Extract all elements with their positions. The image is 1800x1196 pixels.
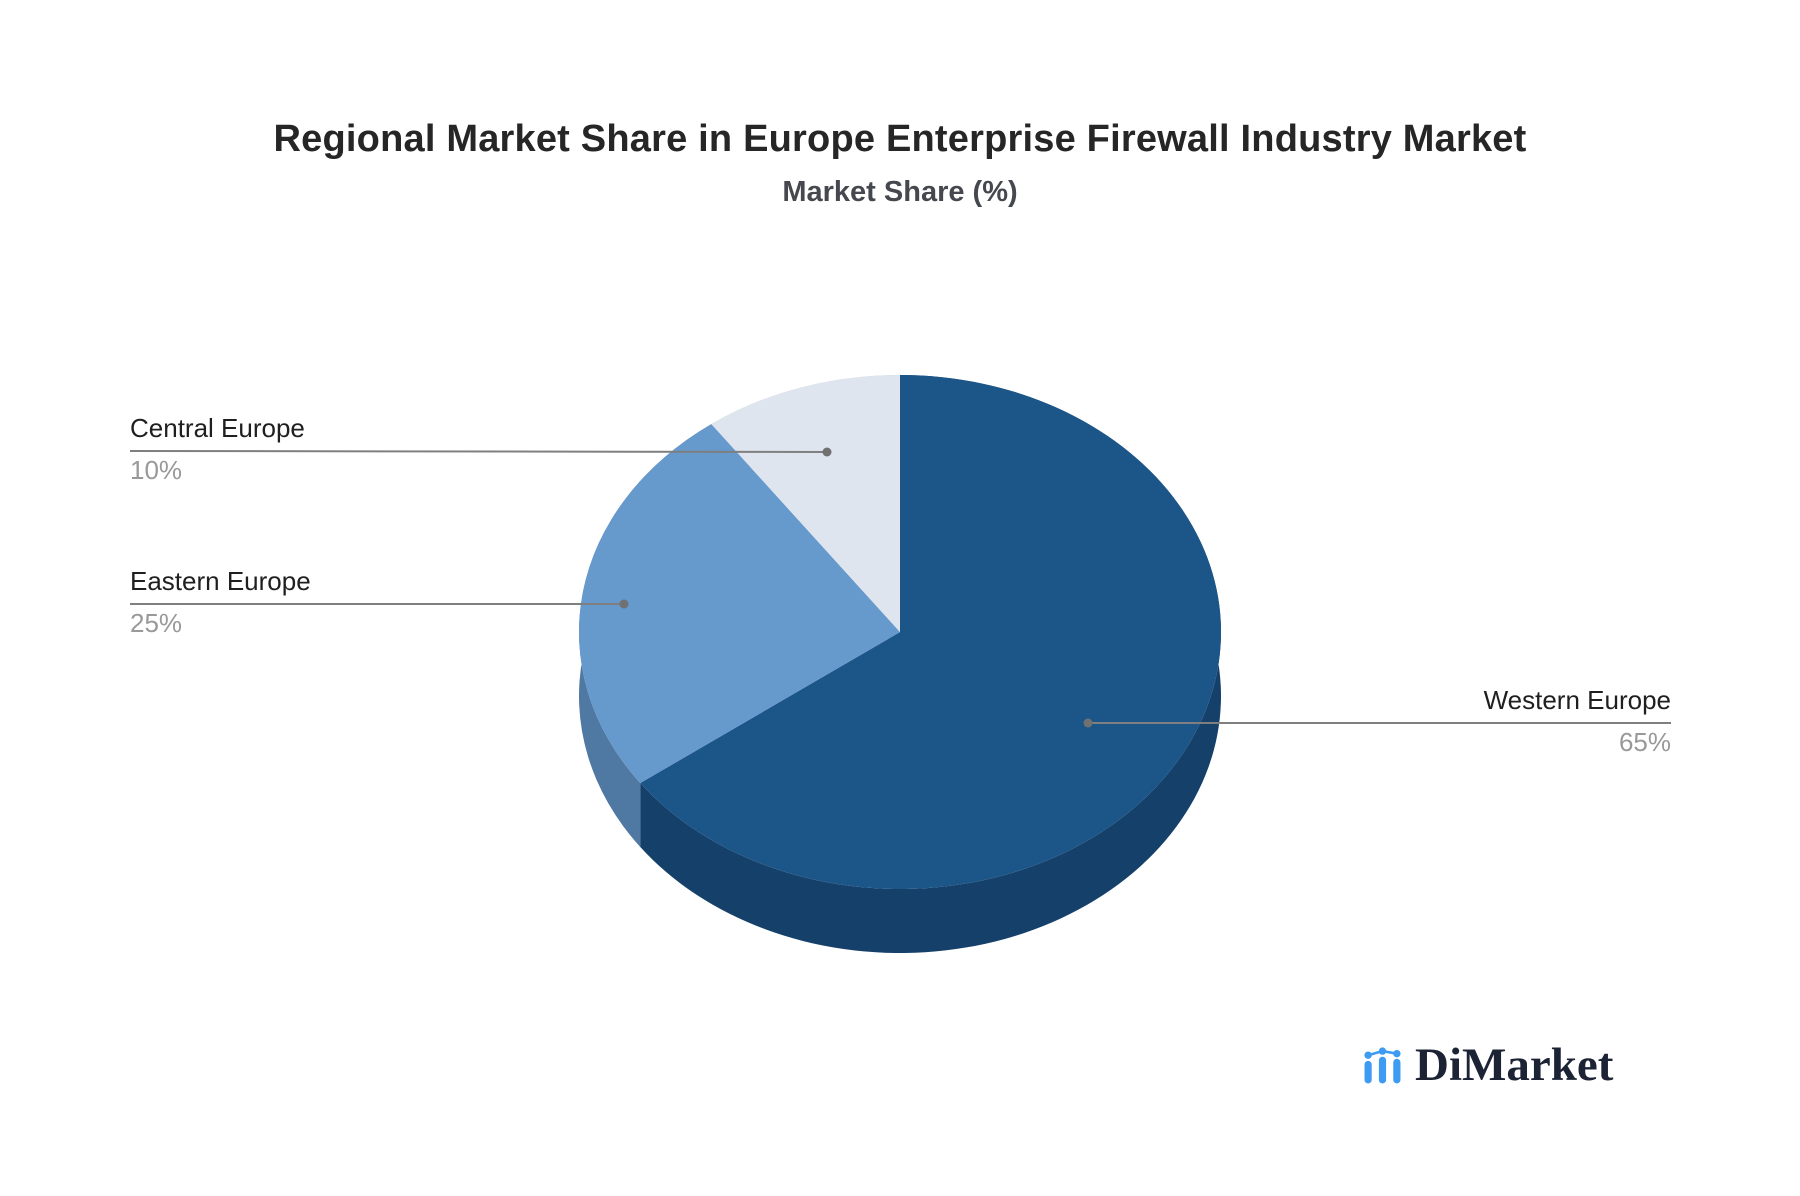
chart-subtitle: Market Share (%) bbox=[782, 176, 1018, 208]
slice-label-western-europe: Western Europe 65% bbox=[1484, 687, 1671, 755]
dimarket-logo: DiMarket bbox=[1363, 1039, 1614, 1091]
slice-label-central-europe: Central Europe 10% bbox=[130, 415, 305, 483]
leader-dot-eastern-europe bbox=[619, 599, 629, 609]
chart-title: Regional Market Share in Europe Enterpri… bbox=[273, 118, 1527, 160]
leader-dot-central-europe bbox=[822, 447, 832, 457]
slice-name: Eastern Europe bbox=[130, 566, 311, 596]
pie-slice-eastern-europe[interactable] bbox=[579, 424, 900, 784]
slice-percent: 25% bbox=[130, 608, 183, 638]
bar-line-chart-icon bbox=[1364, 1047, 1401, 1084]
slice-name: Central Europe bbox=[130, 413, 305, 443]
pie-slice-side-western-europe bbox=[640, 375, 1222, 953]
leader-line-central-europe bbox=[129, 450, 828, 453]
leader-dot-western-europe bbox=[1083, 718, 1093, 728]
slice-name: Western Europe bbox=[1483, 685, 1671, 715]
slice-percent: 65% bbox=[1618, 727, 1671, 757]
pie-slice-central-europe[interactable] bbox=[711, 375, 900, 632]
logo-text: DiMarket bbox=[1415, 1039, 1614, 1091]
slice-percent: 10% bbox=[130, 455, 183, 485]
pie-slices bbox=[579, 375, 1222, 953]
pie-slice-western-europe[interactable] bbox=[640, 375, 1222, 890]
leader-lines bbox=[129, 447, 1671, 728]
slice-label-eastern-europe: Eastern Europe 25% bbox=[130, 568, 311, 636]
